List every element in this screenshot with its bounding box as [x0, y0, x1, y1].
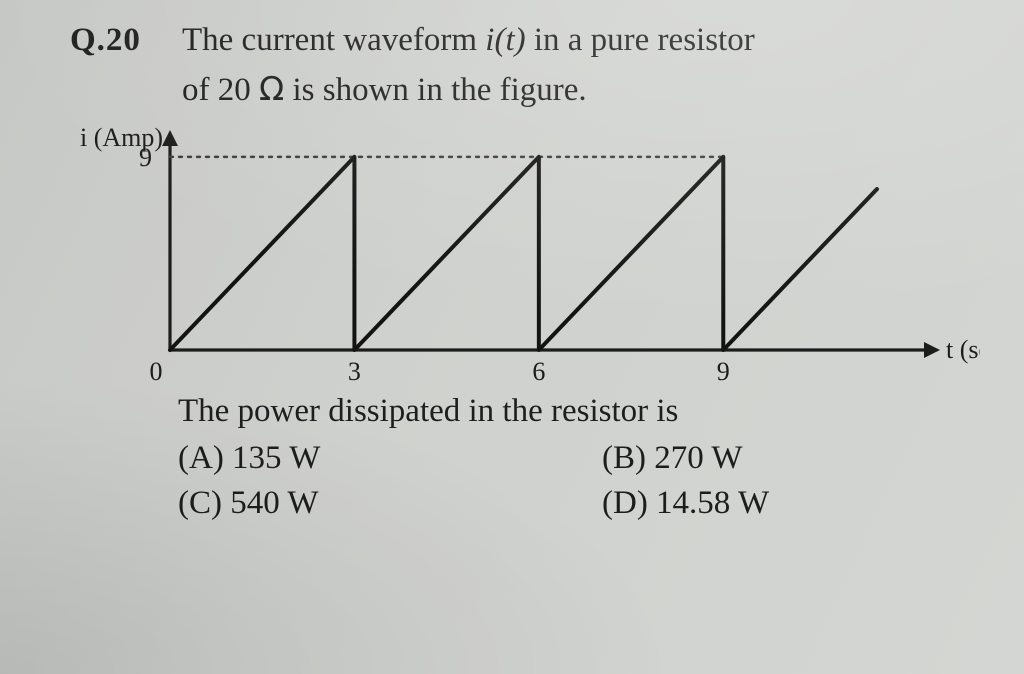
q2-suffix: is shown in the figure.	[284, 72, 586, 108]
q-text-prefix: The current waveform	[182, 22, 485, 58]
option-b: (B) 270 W	[602, 440, 996, 477]
option-d: (D) 14.58 W	[602, 485, 996, 522]
question-caption: The power dissipated in the resistor is	[178, 393, 996, 430]
svg-text:0: 0	[150, 357, 163, 386]
question-line-1: Q.20 The current waveform i(t) in a pure…	[70, 18, 996, 63]
options-grid: (A) 135 W (B) 270 W (C) 540 W (D) 14.58 …	[178, 440, 996, 522]
svg-text:9: 9	[717, 357, 730, 386]
ohm-symbol: Ω	[259, 69, 284, 108]
svg-text:t (sec): t (sec)	[946, 335, 980, 364]
page: Q.20 The current waveform i(t) in a pure…	[0, 0, 1024, 674]
svg-text:3: 3	[348, 357, 361, 386]
q-text-suffix: in a pure resistor	[526, 22, 755, 58]
question-text-line2: of 20 Ω is shown in the figure.	[182, 67, 587, 113]
q-func-arg: (t)	[494, 22, 525, 58]
waveform-chart: 36909i (Amp)t (sec)	[60, 120, 980, 390]
question-text-line1: The current waveform i(t) in a pure resi…	[182, 18, 755, 63]
question-number: Q.20	[70, 22, 156, 59]
option-c: (C) 540 W	[178, 485, 572, 522]
q2-prefix: of	[182, 72, 218, 108]
svg-text:i (Amp): i (Amp)	[80, 123, 163, 152]
question-line-2: of 20 Ω is shown in the figure.	[182, 67, 996, 113]
q2-value: 20	[218, 72, 259, 108]
option-a: (A) 135 W	[178, 440, 572, 477]
figure-container: 36909i (Amp)t (sec)	[60, 120, 996, 395]
svg-text:6: 6	[532, 357, 545, 386]
